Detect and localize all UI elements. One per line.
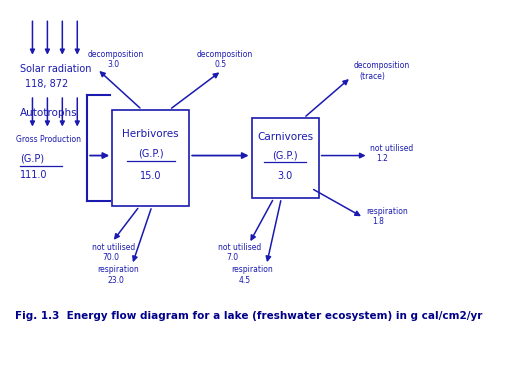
Text: Fig. 1.3  Energy flow diagram for a lake (freshwater ecosystem) in g cal/cm2/yr: Fig. 1.3 Energy flow diagram for a lake … — [15, 310, 483, 320]
Text: Autotrophs: Autotrophs — [20, 108, 78, 118]
Text: (trace): (trace) — [360, 72, 386, 81]
Text: Solar radiation: Solar radiation — [20, 64, 91, 74]
Bar — [112, 110, 189, 206]
Text: 23.0: 23.0 — [107, 276, 124, 285]
Bar — [251, 118, 319, 198]
Text: respiration: respiration — [232, 265, 273, 275]
Text: Carnivores: Carnivores — [257, 132, 313, 142]
Text: (G.P.): (G.P.) — [138, 148, 164, 158]
Text: (G.P): (G.P) — [20, 154, 44, 164]
Text: not utilised: not utilised — [218, 243, 262, 251]
Text: 4.5: 4.5 — [239, 276, 251, 285]
Text: Gross Production: Gross Production — [16, 135, 81, 144]
Text: 3.0: 3.0 — [107, 59, 119, 69]
Text: decomposition: decomposition — [354, 61, 410, 70]
Text: decomposition: decomposition — [197, 50, 253, 59]
Text: 3.0: 3.0 — [277, 171, 293, 181]
Text: 15.0: 15.0 — [140, 171, 162, 181]
Text: 1.8: 1.8 — [372, 217, 384, 226]
Text: 0.5: 0.5 — [214, 59, 226, 69]
Text: (G.P.): (G.P.) — [272, 150, 298, 160]
Text: decomposition: decomposition — [87, 50, 143, 59]
Text: 70.0: 70.0 — [102, 253, 119, 262]
Text: not utilised: not utilised — [92, 243, 136, 251]
Text: 118, 872: 118, 872 — [25, 79, 68, 89]
Text: respiration: respiration — [366, 207, 408, 215]
Text: 7.0: 7.0 — [227, 253, 239, 262]
Text: 1.2: 1.2 — [376, 154, 388, 163]
Text: Herbivores: Herbivores — [122, 128, 179, 138]
Text: respiration: respiration — [97, 265, 139, 275]
Text: not utilised: not utilised — [370, 143, 413, 153]
Text: 111.0: 111.0 — [20, 170, 48, 180]
